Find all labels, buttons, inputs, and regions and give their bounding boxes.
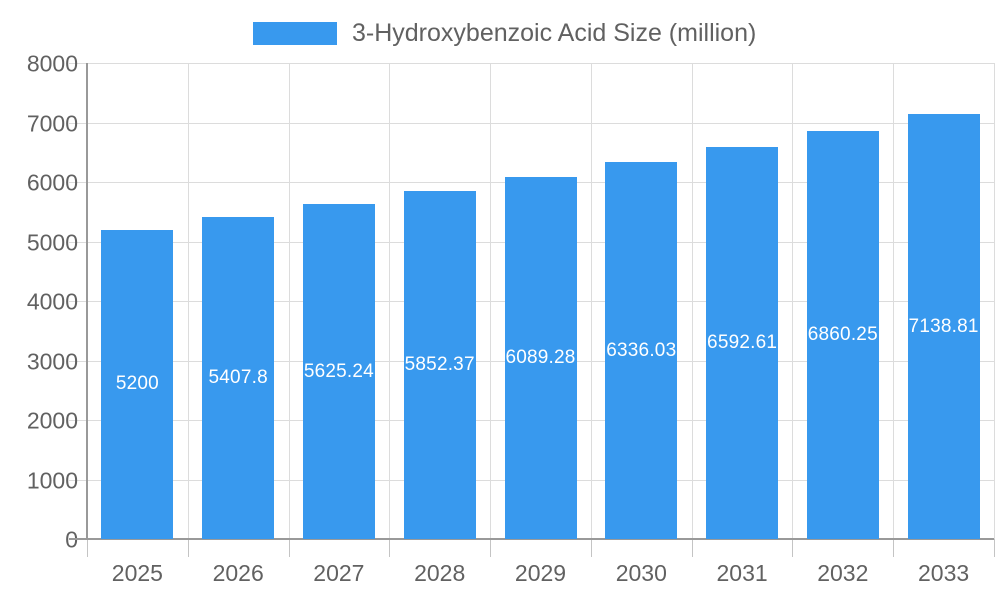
x-axis-tick-label: 2031 [716, 560, 768, 586]
bar-2029[interactable] [504, 176, 577, 539]
bar-value-label: 6336.03 [606, 339, 677, 361]
y-gridline [69, 63, 994, 64]
x-axis-tick-label: 2030 [615, 560, 667, 586]
bar-2033[interactable] [907, 114, 980, 539]
bar-2025[interactable] [101, 229, 174, 539]
x-axis-tick [692, 539, 693, 557]
y-gridline [69, 123, 994, 124]
x-axis-tick [188, 539, 189, 557]
x-gridline [188, 63, 189, 539]
x-gridline [389, 63, 390, 539]
bar-value-label: 5407.8 [208, 367, 268, 389]
x-axis-tick [87, 539, 88, 557]
x-gridline [490, 63, 491, 539]
x-axis-tick [389, 539, 390, 557]
x-axis-tick-label: 2033 [918, 560, 970, 586]
legend-label[interactable]: 3-Hydroxybenzoic Acid Size (million) [352, 19, 757, 47]
x-gridline [591, 63, 592, 539]
y-axis-tick-label: 6000 [26, 169, 78, 195]
bar-2032[interactable] [806, 130, 879, 539]
x-axis-tick [490, 539, 491, 557]
x-axis-tick [893, 539, 894, 557]
bar-value-label: 5852.37 [404, 353, 475, 375]
bar-2030[interactable] [605, 162, 678, 539]
x-gridline [289, 63, 290, 539]
bar-value-label: 5625.24 [303, 360, 374, 382]
legend-swatch[interactable] [253, 22, 337, 45]
bar-value-label: 6089.28 [505, 346, 576, 368]
bar-2028[interactable] [403, 190, 476, 539]
x-axis-tick-label: 2026 [212, 560, 264, 586]
x-gridline [994, 63, 995, 539]
x-axis-tick-label: 2032 [817, 560, 869, 586]
bar-value-label: 7138.81 [908, 315, 979, 337]
x-axis-line [69, 538, 994, 540]
bar-value-label: 6592.61 [707, 331, 778, 353]
y-axis-tick-label: 8000 [26, 50, 78, 76]
bar-2026[interactable] [202, 217, 275, 539]
bar-2027[interactable] [302, 204, 375, 539]
x-axis-tick-label: 2028 [414, 560, 466, 586]
x-axis-tick [591, 539, 592, 557]
x-axis-tick [289, 539, 290, 557]
x-axis-tick-label: 2029 [514, 560, 567, 586]
x-gridline [893, 63, 894, 539]
y-axis-tick-label: 7000 [26, 110, 78, 136]
x-axis-tick-label: 2027 [313, 560, 365, 586]
legend: 3-Hydroxybenzoic Acid Size (million) [0, 0, 1000, 55]
x-axis-tick [994, 539, 995, 557]
x-gridline [692, 63, 693, 539]
y-axis-tick-label: 5000 [26, 229, 78, 255]
bar-2031[interactable] [706, 146, 779, 539]
bar-value-label: 5200 [115, 373, 159, 395]
y-axis-tick-label: 2000 [26, 407, 78, 433]
x-axis-tick [792, 539, 793, 557]
x-axis-tick-label: 2025 [111, 560, 163, 586]
y-axis-line [86, 63, 88, 539]
bar-value-label: 6860.25 [807, 323, 878, 345]
x-gridline [792, 63, 793, 539]
y-axis-tick-label: 4000 [26, 288, 78, 314]
y-axis-tick-label: 3000 [26, 348, 78, 374]
y-axis-tick-label: 1000 [26, 467, 78, 493]
